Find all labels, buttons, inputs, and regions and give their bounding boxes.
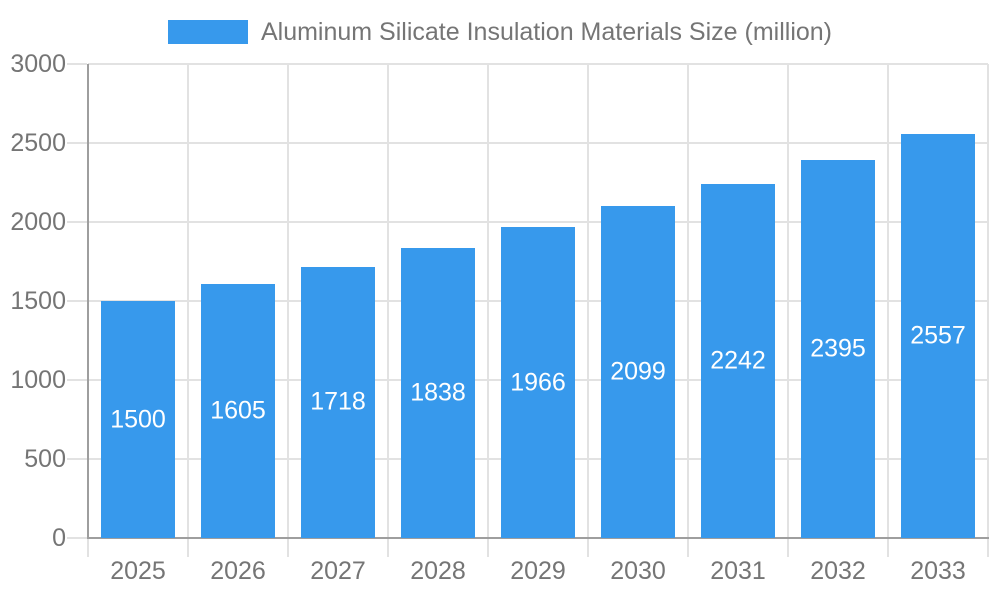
plot-area: 1500 1605 1718 1838 1966 2099 2242 2395 2557 202… bbox=[67, 63, 989, 585]
x-axis-tick-label: 2032 bbox=[810, 557, 866, 585]
x-axis-tick bbox=[87, 539, 89, 557]
bar-2030[interactable]: 2099 bbox=[601, 206, 675, 538]
gridline-vertical bbox=[587, 64, 589, 538]
gridline-horizontal bbox=[88, 221, 988, 223]
bar-2026[interactable]: 1605 bbox=[201, 284, 275, 538]
x-axis-tick-label: 2028 bbox=[410, 557, 466, 585]
bar-value-label: 1605 bbox=[210, 396, 266, 425]
gridline-vertical bbox=[787, 64, 789, 538]
gridline-vertical bbox=[187, 64, 189, 538]
y-axis-tick-label: 1500 bbox=[10, 287, 66, 315]
x-axis-tick bbox=[287, 539, 289, 557]
legend-item[interactable]: Aluminum Silicate Insulation Materials S… bbox=[167, 17, 833, 47]
legend: Aluminum Silicate Insulation Materials S… bbox=[0, 17, 1000, 47]
x-axis-tick bbox=[887, 539, 889, 557]
y-axis-tick bbox=[67, 537, 87, 539]
bar-value-label: 2242 bbox=[710, 346, 766, 375]
y-axis-tick-label: 1000 bbox=[10, 366, 66, 394]
bar-2031[interactable]: 2242 bbox=[701, 183, 775, 538]
y-axis-tick-label: 2000 bbox=[10, 208, 66, 236]
y-axis-tick bbox=[67, 300, 87, 302]
bar-2025[interactable]: 1500 bbox=[101, 301, 175, 538]
gridline-vertical bbox=[987, 64, 989, 538]
gridline-vertical bbox=[887, 64, 889, 538]
bar-value-label: 1966 bbox=[510, 368, 566, 397]
y-axis-tick-label: 500 bbox=[24, 445, 66, 473]
x-axis-tick bbox=[387, 539, 389, 557]
bar-2027[interactable]: 1718 bbox=[301, 266, 375, 538]
y-axis-tick-label: 0 bbox=[52, 524, 66, 552]
x-axis-tick bbox=[487, 539, 489, 557]
y-axis-tick bbox=[67, 221, 87, 223]
y-axis-tick-label: 2500 bbox=[10, 129, 66, 157]
y-axis-tick bbox=[67, 458, 87, 460]
gridline-vertical bbox=[487, 64, 489, 538]
x-axis-tick-label: 2025 bbox=[110, 557, 166, 585]
y-axis-tick-label: 3000 bbox=[10, 50, 66, 78]
bar-2029[interactable]: 1966 bbox=[501, 227, 575, 538]
x-axis-line bbox=[86, 537, 989, 539]
x-axis-tick-label: 2033 bbox=[910, 557, 966, 585]
y-axis-line bbox=[87, 64, 89, 539]
bar-2033[interactable]: 2557 bbox=[901, 134, 975, 538]
y-axis-tick bbox=[67, 63, 87, 65]
legend-swatch bbox=[167, 20, 248, 44]
x-axis-tick bbox=[687, 539, 689, 557]
gridline-horizontal bbox=[88, 63, 988, 65]
x-axis-tick-label: 2029 bbox=[510, 557, 566, 585]
x-axis-tick bbox=[987, 539, 989, 557]
bar-value-label: 2099 bbox=[610, 357, 666, 386]
y-axis-tick bbox=[67, 142, 87, 144]
y-axis-tick bbox=[67, 379, 87, 381]
gridline-vertical bbox=[687, 64, 689, 538]
x-axis-tick-label: 2026 bbox=[210, 557, 266, 585]
x-axis-tick-label: 2030 bbox=[610, 557, 666, 585]
bar-value-label: 1500 bbox=[110, 405, 166, 433]
bar-2028[interactable]: 1838 bbox=[401, 247, 475, 538]
bar-value-label: 2557 bbox=[910, 321, 966, 350]
gridline-horizontal bbox=[88, 142, 988, 144]
bar-2032[interactable]: 2395 bbox=[801, 159, 875, 538]
x-axis-tick bbox=[787, 539, 789, 557]
x-axis-tick-label: 2027 bbox=[310, 557, 366, 585]
gridline-vertical bbox=[387, 64, 389, 538]
bar-value-label: 1718 bbox=[310, 387, 366, 416]
bar-value-label: 1838 bbox=[410, 378, 466, 407]
x-axis-tick-label: 2031 bbox=[710, 557, 766, 585]
x-axis-tick bbox=[587, 539, 589, 557]
legend-label: Aluminum Silicate Insulation Materials S… bbox=[260, 18, 833, 46]
bar-value-label: 2395 bbox=[810, 334, 866, 363]
gridline-vertical bbox=[287, 64, 289, 538]
x-axis-tick bbox=[187, 539, 189, 557]
